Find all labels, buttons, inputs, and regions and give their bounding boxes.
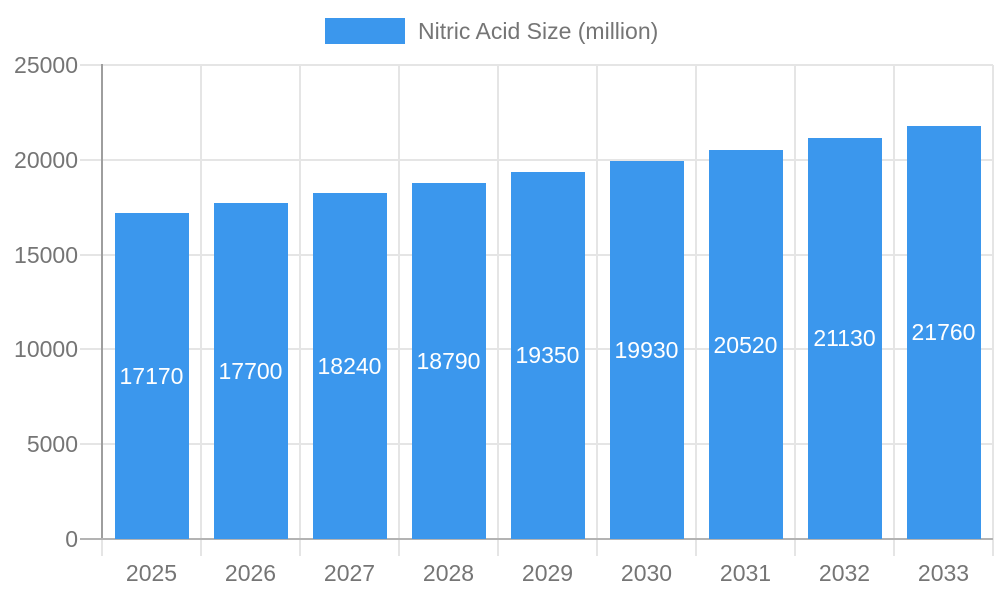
gridline-vertical	[497, 65, 499, 556]
bar-value-label: 18240	[317, 353, 382, 380]
bar[interactable]: 17170	[114, 213, 189, 539]
bar-value-label: 17700	[218, 358, 283, 385]
gridline-vertical	[200, 65, 202, 556]
gridline-vertical	[695, 65, 697, 556]
x-axis-tick-label: 2028	[422, 560, 475, 586]
bar[interactable]: 21130	[807, 138, 882, 539]
legend-label: Nitric Acid Size (million)	[418, 18, 659, 44]
bar-value-label: 17170	[119, 363, 184, 390]
x-axis-tick-label: 2030	[620, 560, 673, 586]
x-axis-tick-label: 2032	[818, 560, 871, 586]
gridline-vertical	[398, 65, 400, 556]
x-axis-tick-label: 2027	[323, 560, 376, 586]
bar[interactable]: 19350	[510, 172, 585, 539]
x-axis-tick-label: 2033	[917, 560, 970, 586]
y-axis-line	[101, 64, 103, 539]
y-axis-tick-label: 25000	[14, 52, 78, 78]
x-axis-line	[80, 538, 993, 540]
bar-value-label: 21130	[813, 325, 876, 352]
y-axis-tick-label: 0	[65, 526, 78, 552]
x-axis-tick-label: 2031	[719, 560, 772, 586]
gridline-vertical	[596, 65, 598, 556]
gridline-horizontal	[80, 158, 993, 161]
x-axis-tick-label: 2029	[521, 560, 574, 586]
bar[interactable]: 17700	[213, 203, 288, 539]
x-axis-tick-label: 2026	[224, 560, 277, 586]
y-axis-tick-label: 20000	[14, 147, 78, 173]
gridline-vertical	[992, 65, 994, 556]
legend-swatch-icon	[325, 18, 405, 44]
bar-value-label: 20520	[713, 331, 778, 358]
y-axis-tick-label: 15000	[14, 242, 78, 268]
bar[interactable]: 20520	[708, 149, 783, 539]
y-axis-tick-label: 10000	[14, 336, 78, 362]
gridline-vertical	[794, 65, 796, 556]
gridline-horizontal	[80, 64, 993, 66]
x-axis-origin-tick	[101, 540, 103, 556]
legend-item[interactable]: Nitric Acid Size (million)	[325, 18, 658, 44]
gridline-vertical	[299, 65, 301, 556]
bar[interactable]: 18790	[411, 182, 486, 539]
bar-value-label: 19350	[515, 342, 580, 369]
bar-value-label: 21760	[911, 319, 976, 346]
gridline-vertical	[893, 65, 895, 556]
bar[interactable]: 19930	[609, 161, 684, 539]
bar[interactable]: 21760	[906, 126, 981, 539]
bar[interactable]: 18240	[312, 193, 387, 539]
x-axis-tick-label: 2025	[125, 560, 178, 586]
bar-value-label: 18790	[416, 347, 481, 374]
y-axis-tick-label: 5000	[26, 431, 78, 457]
bar-value-label: 19930	[614, 337, 679, 364]
